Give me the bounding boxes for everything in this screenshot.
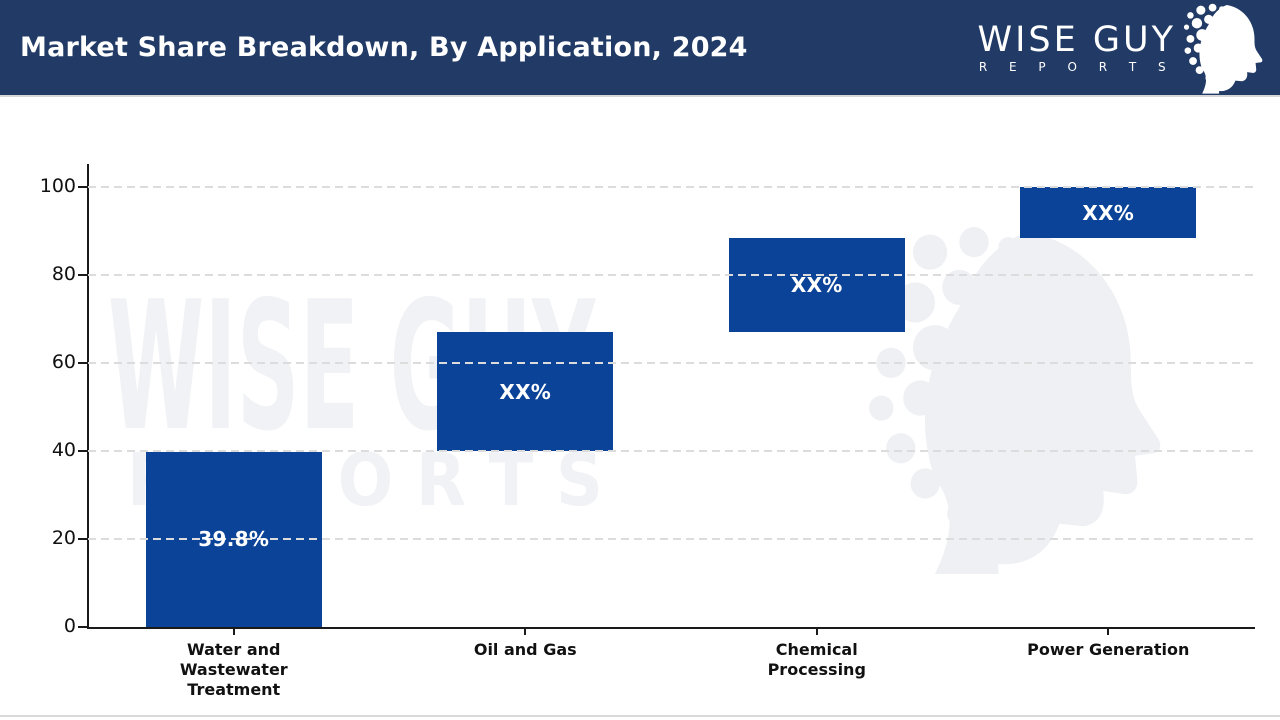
y-tick-mark bbox=[78, 274, 87, 276]
chart-area: WISE GUY. R E P O R T S 0 20 40 60 80 100 39.8… bbox=[0, 98, 1280, 720]
bar bbox=[1020, 187, 1197, 239]
bottom-divider bbox=[0, 715, 1280, 717]
bar bbox=[437, 332, 614, 451]
category-label: Oil and Gas bbox=[379, 640, 671, 660]
y-tick-mark bbox=[78, 186, 87, 188]
category-label-line: Water and bbox=[187, 640, 281, 659]
y-tick-label: 80 bbox=[51, 263, 76, 285]
category-label-line: Oil and Gas bbox=[473, 640, 577, 659]
svg-text:WISE GUY.: WISE GUY. bbox=[108, 268, 614, 450]
gridline bbox=[88, 362, 1254, 364]
y-tick-mark bbox=[78, 538, 87, 540]
x-tick-mark bbox=[524, 629, 527, 635]
category-label-line: Wastewater bbox=[179, 660, 288, 679]
category-label-line: Chemical bbox=[775, 640, 858, 659]
category-label: Water and Wastewater Treatment bbox=[88, 640, 380, 700]
chart-title: Market Share Breakdown, By Application, … bbox=[20, 32, 748, 63]
svg-text:R E P O R T S: R E P O R T S bbox=[127, 448, 603, 512]
gridline bbox=[88, 538, 1254, 540]
watermark-reports: R E P O R T S bbox=[127, 448, 603, 512]
bar-value-label: XX% bbox=[790, 273, 843, 298]
y-tick-label: 0 bbox=[63, 615, 76, 637]
gridline bbox=[88, 450, 1254, 452]
x-tick-mark bbox=[1107, 629, 1110, 635]
brand-logo: WISE GUY R E P O R T S bbox=[977, 2, 1266, 94]
brand-tagline: R E P O R T S bbox=[978, 59, 1175, 74]
y-tick-mark bbox=[78, 450, 87, 452]
brand-text: WISE GUY R E P O R T S bbox=[977, 22, 1176, 74]
x-tick-mark bbox=[232, 629, 235, 635]
y-axis bbox=[87, 164, 89, 629]
x-axis bbox=[87, 627, 1255, 629]
y-tick-label: 60 bbox=[51, 351, 76, 373]
watermark-wordmark: WISE GUY. bbox=[108, 268, 614, 450]
category-label-line: Treatment bbox=[187, 680, 281, 699]
brand-name: WISE GUY bbox=[977, 19, 1176, 60]
gridline bbox=[88, 186, 1254, 188]
category-label-line: Power Generation bbox=[1027, 640, 1190, 659]
header: Market Share Breakdown, By Application, … bbox=[0, 0, 1280, 97]
y-tick-label: 20 bbox=[51, 527, 76, 549]
bar-value-label: XX% bbox=[1082, 200, 1135, 225]
bar-value-label: 39.8% bbox=[198, 527, 270, 552]
bar bbox=[145, 451, 322, 627]
x-tick-mark bbox=[815, 629, 818, 635]
bar bbox=[728, 238, 905, 333]
y-tick-mark bbox=[78, 626, 87, 628]
y-tick-label: 100 bbox=[39, 175, 76, 197]
category-label-line: Processing bbox=[767, 660, 866, 679]
y-tick-mark bbox=[78, 362, 87, 364]
brand-head-icon bbox=[1183, 3, 1263, 94]
watermark-head-icon bbox=[866, 227, 1161, 574]
category-label: Chemical Processing bbox=[671, 640, 963, 680]
category-label: Power Generation bbox=[962, 640, 1254, 660]
bar-value-label: XX% bbox=[499, 379, 552, 404]
gridline bbox=[88, 274, 1254, 276]
y-tick-label: 40 bbox=[51, 439, 76, 461]
